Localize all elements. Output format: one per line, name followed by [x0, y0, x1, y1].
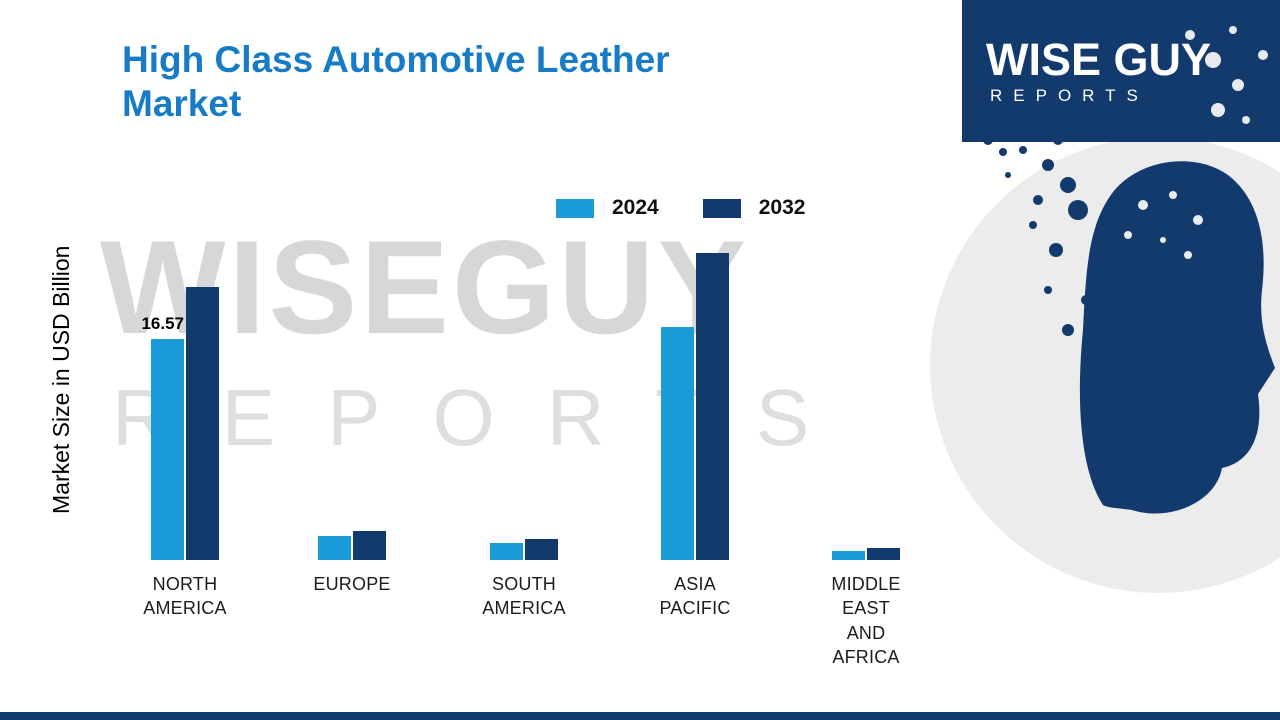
page-title: High Class Automotive Leather Market	[122, 39, 670, 125]
bar-2032	[867, 548, 900, 560]
bar-2024	[832, 551, 865, 560]
bar-2032	[696, 253, 729, 560]
logo-name-text: WISE GUY	[986, 34, 1212, 85]
bar-2024	[318, 536, 351, 560]
bar-2024	[151, 339, 184, 560]
bar-group-middle-east-and-africa: MIDDLE EAST AND AFRICA	[791, 240, 941, 667]
legend-label-2032: 2032	[758, 196, 806, 219]
legend-item-2032: 2032	[702, 196, 806, 220]
bar-2032	[186, 287, 219, 560]
category-label: SOUTH AMERICA	[482, 574, 566, 619]
category-label: NORTH AMERICA	[143, 574, 227, 619]
bar-group-asia-pacific: ASIA PACIFIC	[620, 240, 770, 618]
bar-pair	[490, 539, 558, 560]
bar-pair	[661, 253, 729, 560]
y-axis-label: Market Size in USD Billion	[48, 245, 74, 515]
wiseguy-logo-art	[930, 0, 1280, 593]
legend-swatch-2024	[556, 198, 594, 218]
bar-group-south-america: SOUTH AMERICA	[449, 240, 599, 618]
bar-2024	[490, 543, 523, 560]
chart-legend: 2024 2032	[556, 196, 805, 220]
category-label: ASIA PACIFIC	[659, 574, 731, 619]
category-label: MIDDLE EAST AND AFRICA	[831, 574, 901, 667]
bar-chart: NORTH AMERICA 16.57 EUROPE SOUTH AMERICA ASI…	[120, 240, 920, 670]
bar-value-label: 16.57	[141, 314, 184, 333]
bar-pair	[832, 548, 900, 560]
bar-2032	[525, 539, 558, 560]
legend-swatch-2032	[702, 198, 741, 218]
legend-label-2024: 2024	[612, 196, 659, 219]
bottom-accent-bar	[0, 712, 1280, 720]
bar-group-north-america: NORTH AMERICA 16.57	[110, 240, 260, 618]
bar-group-europe: EUROPE	[277, 240, 427, 594]
category-label: EUROPE	[313, 574, 391, 594]
bar-pair	[151, 287, 219, 560]
wiseguy-logo: WISE GUY REPORTS	[986, 36, 1211, 106]
logo-sub-text: REPORTS	[990, 86, 1149, 106]
bar-2032	[353, 531, 386, 560]
bar-2024	[661, 327, 694, 560]
bar-pair	[318, 531, 386, 560]
legend-item-2024: 2024	[556, 196, 659, 220]
